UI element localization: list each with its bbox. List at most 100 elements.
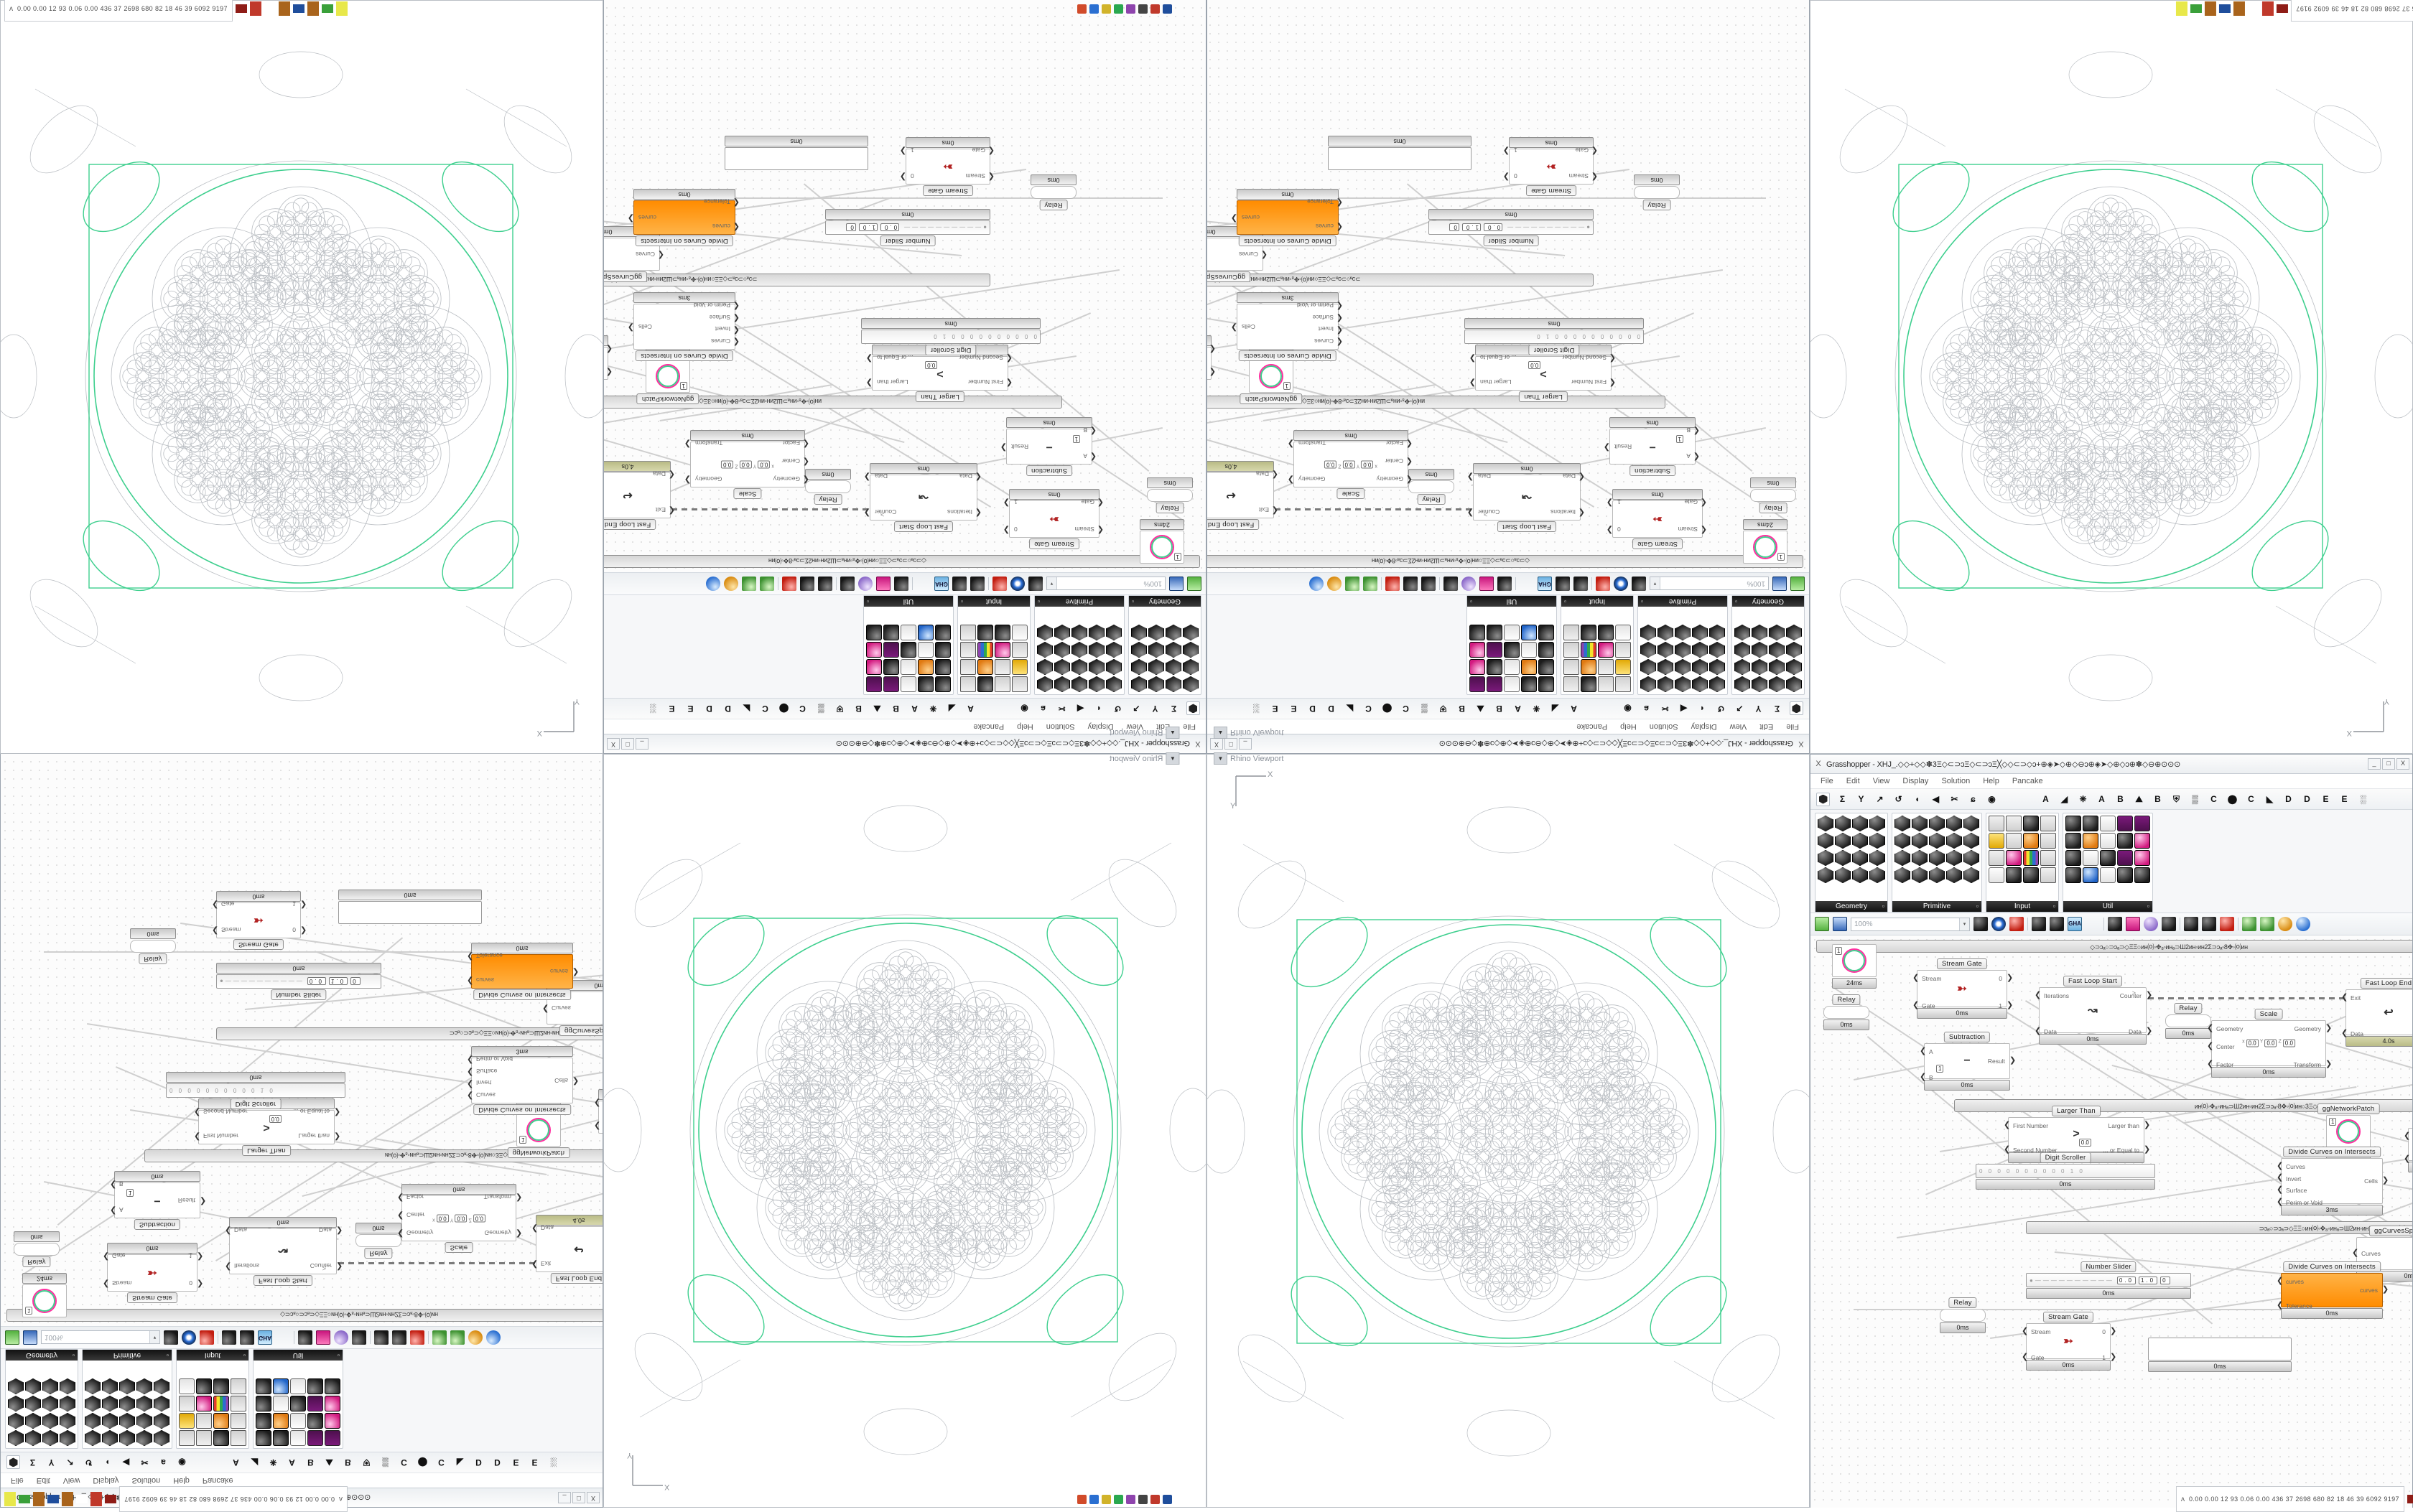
output-port[interactable]: Transform (695, 439, 722, 447)
tray-icon-2[interactable] (1102, 1495, 1111, 1504)
output-port[interactable]: Cells (554, 1077, 568, 1084)
component-icon-util-14[interactable] (2134, 850, 2150, 866)
component-icon-input-6[interactable] (1581, 659, 1596, 675)
tray-icon-0[interactable] (1077, 4, 1087, 14)
component-icon-util-13[interactable] (1487, 642, 1502, 658)
ribbon-group-expand-icon[interactable]: ▫ (1641, 596, 1643, 607)
output-pin[interactable]: ❯ (868, 378, 873, 386)
zoom-extents-icon[interactable] (164, 1330, 178, 1345)
ribbon-group-label[interactable]: Primitive▫ (1638, 596, 1727, 607)
component-body[interactable]: Stream❮Gate❮0❯1❯➳ (1612, 500, 1703, 538)
input-pin[interactable]: ❮ (1702, 498, 1707, 506)
component-body[interactable]: Geometry❮Center❮Factor❮Geometry❯Transfor… (2211, 1020, 2326, 1066)
component-icon-util-4[interactable] (866, 676, 882, 692)
component-icon-primitive-11[interactable] (1692, 642, 1708, 658)
maths-tab[interactable]: Σ (1168, 703, 1180, 715)
component-body[interactable]: Stream❮Gate❮0❯1❯➳ (2026, 1323, 2111, 1359)
input-pin[interactable]: ❮ (397, 1193, 402, 1201)
output-pin[interactable]: ❯ (1005, 526, 1010, 533)
component-body[interactable] (1634, 186, 1680, 199)
input-port[interactable]: B (1929, 1074, 1933, 1081)
component-icon-geometry-4[interactable] (1183, 659, 1199, 675)
input-port[interactable]: Exit (541, 1260, 551, 1267)
tray-icon-5[interactable] (1138, 1495, 1148, 1504)
component-icon-primitive-6[interactable] (1089, 659, 1105, 675)
group-bar[interactable]: ⊃ɔₐ○⊃ɔₐ⊃◇ΞΞ○ин⒪◦✥₈◦инₐ⊃Ш2ин◦ин2Σ⊃ɔₐ◦8✥◦⒪… (1207, 274, 1594, 286)
cross-hatch-icon[interactable] (2162, 917, 2176, 931)
gh-canvas[interactable]: ◇⊃ɔₐ○⊃ɔₐ⊃◇ΞΞ○ин⒪◦✥₈◦инₐ⊃Ш2ин◦ин2Σ⊃ɔₐ◦8✥◦… (1810, 935, 2412, 1508)
component-icon-input-0[interactable] (1012, 676, 1028, 692)
ribbon-group-expand-icon[interactable]: ▫ (867, 596, 869, 607)
component-icon-util-4[interactable] (1469, 676, 1485, 692)
maths-tab[interactable]: Σ (1771, 703, 1783, 715)
mesh-tab[interactable]: ◀ (120, 1457, 132, 1469)
ribbon-group-expand-icon[interactable]: ▫ (1470, 596, 1472, 607)
component-icon-input-8[interactable] (1012, 642, 1028, 658)
addon-dots-tab[interactable]: ░ (2357, 793, 2369, 806)
addon-bird-tab[interactable]: ◣ (454, 1457, 466, 1469)
addon-orange-tab[interactable]: ⬤ (2226, 793, 2238, 806)
mesh-orange-icon[interactable] (1327, 577, 1342, 591)
component-icon-input-4[interactable] (1989, 833, 2004, 849)
component-body[interactable]: curves❮Tolerance❮curves❯ (633, 200, 735, 235)
transform-tab[interactable]: ɕ (1640, 703, 1652, 715)
output-pin[interactable]: ❯ (1608, 526, 1613, 533)
component-icon-util-0[interactable] (256, 1430, 271, 1446)
addon-a2-tab[interactable]: A (1512, 703, 1524, 715)
input-port[interactable]: Data (541, 1224, 554, 1231)
component-body[interactable]: 1 (1140, 531, 1184, 564)
component-icon-primitive-14[interactable] (154, 1396, 169, 1411)
input-port[interactable]: curves (2286, 1278, 2304, 1285)
input-port[interactable]: Geometry (1377, 475, 1403, 482)
output-pin[interactable]: ❯ (1505, 146, 1510, 154)
component-icon-util-1[interactable] (918, 676, 934, 692)
input-port[interactable]: First Number (1571, 378, 1607, 386)
field-value[interactable]: 0.0 (1361, 461, 1373, 469)
ribbon-group-expand-icon[interactable]: ▫ (243, 1350, 246, 1361)
tray-icon-7[interactable] (1163, 4, 1172, 14)
input-port[interactable]: Perim or Void (1297, 302, 1334, 309)
input-port[interactable]: Stream (1678, 526, 1698, 533)
vector-tab[interactable]: ↗ (1734, 703, 1746, 715)
zoom-input[interactable]: 100%▾ (1650, 577, 1769, 591)
addon-a-tab[interactable]: A (964, 703, 977, 715)
mesh-teal-icon[interactable] (760, 577, 774, 591)
output-port[interactable]: 1 (1514, 146, 1517, 154)
output-port[interactable]: Result (1011, 443, 1028, 450)
component-icon-geometry-4[interactable] (8, 1413, 24, 1429)
component-icon-util-4[interactable] (2134, 816, 2150, 831)
component-icon-primitive-19[interactable] (154, 1378, 169, 1394)
input-pin[interactable]: ❮ (467, 1091, 472, 1099)
component-icon-util-8[interactable] (307, 1413, 323, 1429)
component-icon-input-10[interactable] (977, 642, 993, 658)
preview-eye-icon[interactable] (1991, 917, 2006, 931)
ribbon-group-expand-icon[interactable]: ▫ (1976, 901, 1979, 912)
output-pin[interactable]: ❯ (336, 1262, 341, 1270)
maximize-button[interactable]: □ (621, 738, 634, 750)
component-icon-primitive-8[interactable] (1946, 833, 1962, 849)
component-icon-util-16[interactable] (273, 1378, 289, 1394)
component-body[interactable]: Iterations❮Data❮Counter❯Data❯↝> (2039, 987, 2147, 1033)
slider-track[interactable]: ●—————————— (220, 979, 304, 985)
input-port[interactable]: Factor (783, 439, 800, 447)
input-pin[interactable]: ❮ (531, 1260, 536, 1268)
addon-dots-tab[interactable]: ░ (1250, 703, 1263, 715)
input-pin[interactable]: ❮ (1580, 472, 1585, 480)
addon-d2-tab[interactable]: D (491, 1457, 503, 1469)
addon-c2-tab[interactable]: C (759, 703, 771, 715)
component-icon-input-11[interactable] (231, 1396, 246, 1411)
output-port[interactable]: curves (2360, 1287, 2378, 1294)
params-tab[interactable] (1816, 793, 1830, 806)
input-pin[interactable]: ❮ (2277, 1162, 2282, 1170)
input-pin[interactable]: ❮ (2004, 1121, 2009, 1129)
input-pin[interactable]: ❮ (990, 172, 995, 180)
menu-item-help[interactable]: Help (173, 1476, 190, 1485)
input-port[interactable]: Gate (972, 146, 985, 154)
second-number-field[interactable]: 0.0 (269, 1115, 282, 1123)
maximize-button[interactable]: □ (572, 1492, 585, 1503)
